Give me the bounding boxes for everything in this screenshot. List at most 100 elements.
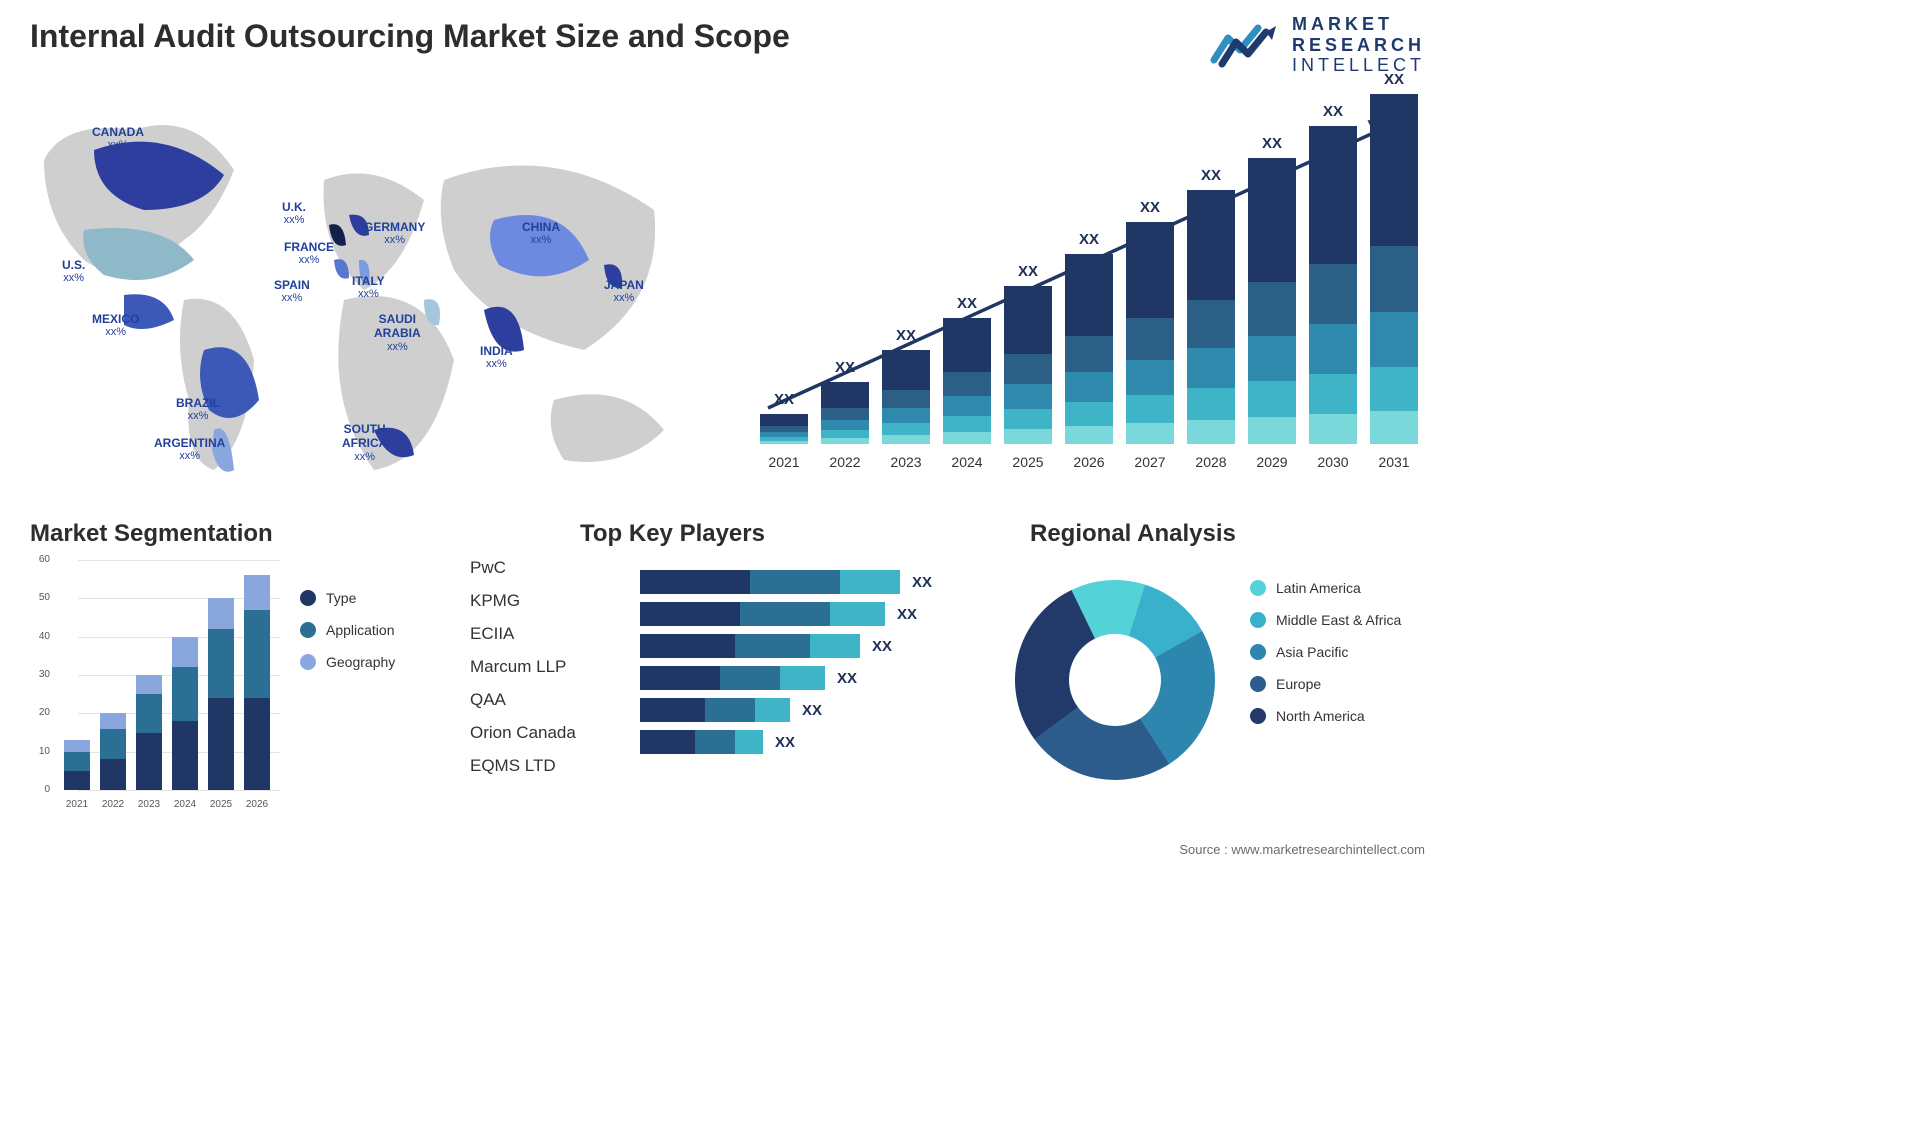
seg-y-tick: 40 [30,631,50,642]
key-player-bar-value: XX [897,606,917,623]
map-country-label: U.K.xx% [282,200,306,228]
seg-bar [64,740,90,790]
key-player-bar-value: XX [912,574,932,591]
key-player-name: Orion Canada [470,723,576,743]
growth-bar [1126,222,1174,444]
key-player-name: KPMG [470,591,576,611]
key-player-bar: XX [640,570,980,594]
growth-bar [760,414,808,444]
growth-bar-value: XX [1065,231,1113,248]
seg-y-tick: 20 [30,707,50,718]
map-country-label: SPAINxx% [274,278,310,306]
growth-bar-value: XX [1248,135,1296,152]
seg-x-label: 2021 [61,799,93,810]
seg-legend-item: Geography [300,654,395,670]
map-country-label: ARGENTINAxx% [154,436,225,464]
growth-bar-value: XX [1187,167,1235,184]
segmentation-title: Market Segmentation [30,520,273,548]
key-player-bar: XX [640,730,980,754]
key-players-title: Top Key Players [580,520,765,548]
key-player-bar-value: XX [802,702,822,719]
growth-bar [1309,126,1357,444]
growth-x-label: 2031 [1370,454,1418,470]
seg-y-tick: 10 [30,746,50,757]
map-country-label: CANADAxx% [92,125,144,153]
growth-chart: XX2021XX2022XX2023XX2024XX2025XX2026XX20… [740,100,1420,470]
growth-bar-value: XX [882,327,930,344]
regional-donut-chart [1000,565,1230,795]
growth-bar [1065,254,1113,444]
seg-bar [208,598,234,790]
key-player-bar-value: XX [872,638,892,655]
key-players-list: PwC KPMG ECIIA Marcum LLP QAA Orion Canada EQM… [470,558,576,789]
growth-bar-value: XX [760,391,808,408]
seg-legend-item: Application [300,622,395,638]
seg-x-label: 2023 [133,799,165,810]
key-player-bar: XX [640,698,980,722]
map-country-label: SOUTHAFRICAxx% [342,422,387,464]
map-country-label: INDIAxx% [480,344,513,372]
logo-mark-icon [1210,20,1280,70]
regional-legend-item: Latin America [1250,580,1401,596]
growth-x-label: 2023 [882,454,930,470]
seg-y-tick: 60 [30,554,50,565]
key-player-bar-value: XX [775,734,795,751]
seg-x-label: 2026 [241,799,273,810]
seg-y-tick: 50 [30,592,50,603]
growth-x-label: 2024 [943,454,991,470]
growth-x-label: 2022 [821,454,869,470]
key-player-name: PwC [470,558,576,578]
regional-title: Regional Analysis [1030,520,1236,548]
map-country-label: SAUDIARABIAxx% [374,312,421,354]
growth-bar-value: XX [1126,199,1174,216]
logo-line2: RESEARCH [1292,35,1425,56]
key-player-name: EQMS LTD [470,756,576,776]
regional-legend: Latin America Middle East & Africa Asia Pa… [1250,580,1401,740]
map-country-label: FRANCExx% [284,240,334,268]
growth-bar-value: XX [1309,103,1357,120]
growth-x-label: 2027 [1126,454,1174,470]
page-title: Internal Audit Outsourcing Market Size a… [30,18,790,55]
seg-y-tick: 0 [30,784,50,795]
growth-x-label: 2028 [1187,454,1235,470]
growth-x-label: 2030 [1309,454,1357,470]
brand-logo: MARKET RESEARCH INTELLECT [1210,14,1425,76]
key-player-name: Marcum LLP [470,657,576,677]
seg-bar [136,675,162,790]
key-players-bars: XX XX XX XX XX XX [640,570,980,762]
seg-bar [244,575,270,790]
regional-legend-item: Asia Pacific [1250,644,1401,660]
seg-legend-item: Type [300,590,395,606]
logo-line1: MARKET [1292,14,1425,35]
growth-bar [943,318,991,444]
seg-bar [172,637,198,790]
growth-bar [1187,190,1235,444]
map-country-label: MEXICOxx% [92,312,139,340]
infographic-canvas: Internal Audit Outsourcing Market Size a… [0,0,1455,869]
map-country-label: JAPANxx% [604,278,644,306]
world-map: CANADAxx%U.S.xx%MEXICOxx%BRAZILxx%ARGENT… [24,100,704,490]
source-footer: Source : www.marketresearchintellect.com [1179,842,1425,857]
growth-bar-value: XX [821,359,869,376]
key-player-bar: XX [640,602,980,626]
growth-bar [1370,94,1418,444]
map-country-label: BRAZILxx% [176,396,220,424]
seg-x-label: 2025 [205,799,237,810]
segmentation-legend: Type Application Geography [300,590,395,686]
growth-bar [882,350,930,444]
key-player-name: QAA [470,690,576,710]
regional-legend-item: Middle East & Africa [1250,612,1401,628]
key-player-bar: XX [640,634,980,658]
key-player-bar-value: XX [837,670,857,687]
growth-bar-value: XX [1004,263,1052,280]
segmentation-chart: 0102030405060 202120222023202420252026 [30,560,280,810]
growth-x-label: 2025 [1004,454,1052,470]
seg-y-tick: 30 [30,669,50,680]
regional-legend-item: Europe [1250,676,1401,692]
seg-x-label: 2022 [97,799,129,810]
map-country-label: GERMANYxx% [364,220,425,248]
key-player-name: ECIIA [470,624,576,644]
key-player-bar: XX [640,666,980,690]
growth-bar-value: XX [943,295,991,312]
seg-x-label: 2024 [169,799,201,810]
